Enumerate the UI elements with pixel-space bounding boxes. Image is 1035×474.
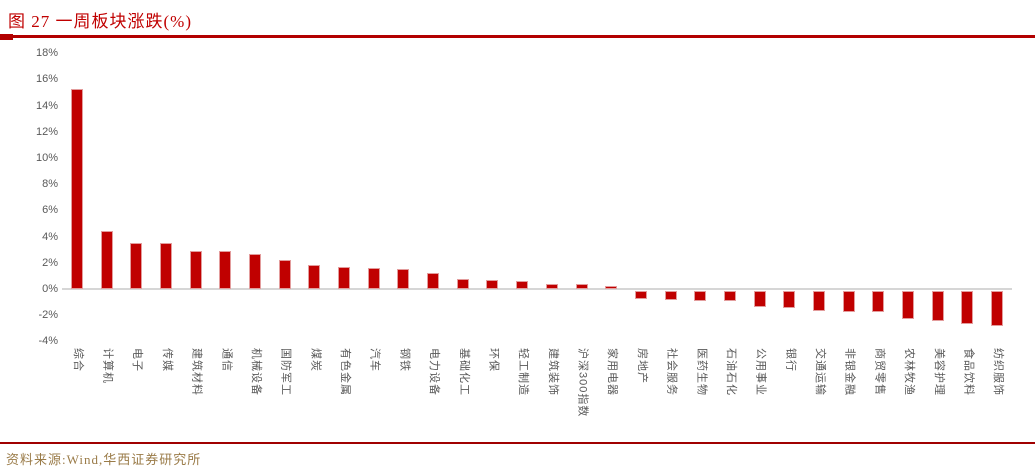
bar (753, 291, 766, 307)
source-note: 资料来源:Wind,华西证券研究所 (6, 452, 202, 467)
x-axis-category-label: 医药生物 (695, 348, 708, 396)
y-axis-tick-label: 16% (35, 73, 58, 86)
x-axis-category-label: 基础化工 (457, 348, 470, 396)
title-underline-accent (0, 34, 13, 40)
bar (219, 251, 232, 289)
bar (427, 273, 440, 289)
bar (991, 291, 1004, 327)
bar (516, 281, 529, 289)
x-axis-category-label: 建筑装饰 (546, 348, 559, 396)
x-axis-category-label: 传媒 (160, 348, 173, 372)
x-axis-category-label: 机械设备 (249, 348, 262, 396)
bar (486, 279, 499, 289)
bar (931, 291, 944, 322)
y-axis-tick-label: 10% (35, 152, 58, 164)
y-axis-tick-label: 0% (42, 283, 58, 295)
bar (248, 253, 261, 289)
bar (842, 291, 855, 312)
y-axis-tick-label: 14% (35, 99, 58, 112)
x-axis-category-label: 轻工制造 (517, 348, 530, 396)
x-axis-category-label: 纺织服饰 (992, 348, 1005, 396)
chart-title: 图 27 一周板块涨跌(%) (8, 12, 192, 31)
bar (456, 278, 469, 289)
y-axis-tick-label: 12% (35, 125, 58, 138)
x-axis-category-label: 美容护理 (932, 348, 945, 396)
bar (70, 88, 83, 289)
bar (813, 291, 826, 311)
footer-rule (0, 442, 1035, 444)
bar (278, 260, 291, 289)
bar (902, 291, 915, 319)
x-axis-category-label: 交通运输 (814, 348, 827, 396)
y-axis-tick-label: 4% (42, 230, 58, 243)
y-axis-tick-label: 6% (42, 204, 58, 217)
bar (694, 291, 707, 302)
bar (338, 266, 351, 289)
bar (664, 291, 677, 301)
x-axis-category-label: 通信 (220, 348, 233, 372)
y-axis-tick-label: 18% (35, 47, 58, 60)
x-axis-category-label: 钢铁 (398, 348, 411, 372)
bar (159, 243, 172, 289)
x-axis-category-label: 综合 (71, 348, 84, 372)
bar (367, 268, 380, 289)
bar (308, 265, 321, 289)
bar (545, 283, 558, 289)
bar (397, 269, 410, 289)
bar (723, 291, 736, 302)
x-axis-category-label: 银行 (784, 348, 797, 372)
x-axis-category-label: 汽车 (368, 348, 381, 372)
bar (100, 231, 113, 289)
x-axis-category-label: 环保 (487, 348, 500, 372)
y-axis-tick-label: 2% (42, 256, 58, 269)
title-underline (0, 35, 1035, 38)
bar (872, 291, 885, 312)
x-axis-category-label: 公用事业 (754, 348, 767, 396)
bar (961, 291, 974, 324)
bar (189, 251, 202, 289)
y-axis-tick-label: -4% (38, 335, 58, 348)
x-axis-category-label: 煤炭 (309, 348, 322, 372)
x-axis-zero-line (62, 288, 1012, 290)
bar (783, 291, 796, 309)
bar (634, 291, 647, 299)
y-axis-tick-label: -2% (38, 309, 58, 322)
x-axis-category-label: 国防军工 (279, 348, 292, 396)
x-axis-category-label: 电子 (131, 348, 144, 372)
x-axis-category-label: 商贸零售 (873, 348, 886, 396)
x-axis-category-label: 社会服务 (665, 348, 678, 396)
y-axis-tick-label: 8% (42, 178, 58, 191)
bar (605, 286, 618, 289)
bar (575, 283, 588, 289)
x-axis-category-label: 非银金融 (843, 348, 856, 396)
x-axis-category-label: 石油石化 (724, 348, 737, 396)
x-axis-category-label: 沪深300指数 (576, 348, 589, 418)
x-axis-category-label: 食品饮料 (962, 348, 975, 396)
x-axis-category-label: 电力设备 (428, 348, 441, 396)
x-axis-category-label: 家用电器 (606, 348, 619, 396)
bar (130, 243, 143, 289)
x-axis-category-label: 房地产 (635, 348, 648, 384)
x-axis-category-label: 计算机 (101, 348, 114, 384)
x-axis-category-label: 建筑材料 (190, 348, 203, 396)
x-axis-category-label: 农林牧渔 (903, 348, 916, 396)
x-axis-category-label: 有色金属 (339, 348, 352, 396)
